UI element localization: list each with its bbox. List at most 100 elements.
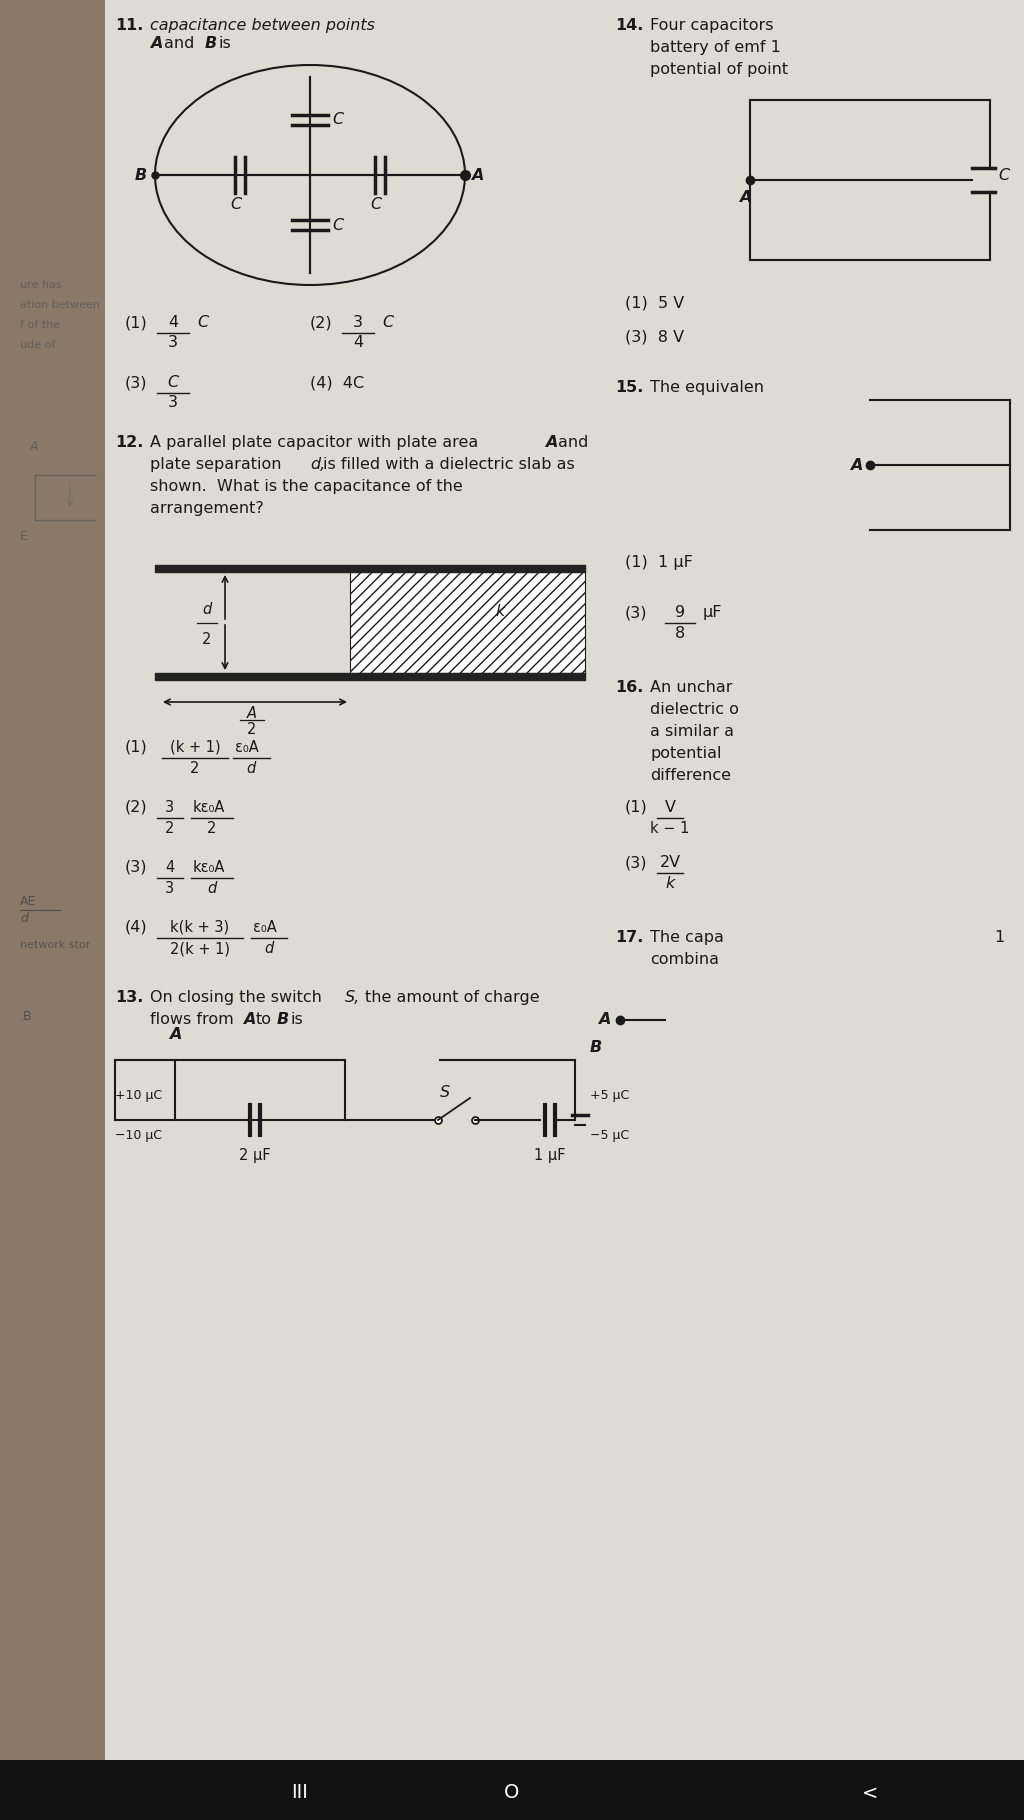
Text: is filled with a dielectric slab as: is filled with a dielectric slab as bbox=[323, 457, 574, 471]
Text: A parallel plate capacitor with plate area: A parallel plate capacitor with plate ar… bbox=[150, 435, 478, 450]
Text: 2: 2 bbox=[165, 821, 175, 835]
Text: C: C bbox=[998, 167, 1009, 182]
Text: 4: 4 bbox=[168, 315, 178, 329]
Text: An unchar: An unchar bbox=[650, 681, 732, 695]
Text: 3: 3 bbox=[168, 395, 178, 410]
Text: (3): (3) bbox=[125, 861, 147, 875]
Text: A: A bbox=[243, 1012, 255, 1026]
Text: Four capacitors: Four capacitors bbox=[650, 18, 773, 33]
Text: 3: 3 bbox=[166, 881, 174, 895]
Text: (1): (1) bbox=[625, 801, 648, 815]
Text: On closing the switch: On closing the switch bbox=[150, 990, 322, 1005]
Text: 3: 3 bbox=[166, 801, 174, 815]
Text: 2: 2 bbox=[203, 632, 212, 646]
Text: A: A bbox=[169, 1026, 181, 1043]
Text: f of the: f of the bbox=[20, 320, 60, 329]
Text: 15.: 15. bbox=[615, 380, 643, 395]
Text: μF: μF bbox=[703, 604, 723, 621]
Text: C: C bbox=[168, 375, 178, 389]
Text: 2V: 2V bbox=[659, 855, 681, 870]
Text: (2): (2) bbox=[310, 315, 333, 329]
Text: is: is bbox=[218, 36, 230, 51]
Text: kε₀A: kε₀A bbox=[193, 861, 225, 875]
Text: to: to bbox=[256, 1012, 272, 1026]
Text: A: A bbox=[30, 440, 39, 453]
Text: B: B bbox=[205, 36, 217, 51]
Bar bbox=[0, 0, 105, 1820]
Text: difference: difference bbox=[650, 768, 731, 783]
Text: k: k bbox=[496, 604, 505, 619]
Text: 2: 2 bbox=[207, 821, 217, 835]
Text: −5 μC: −5 μC bbox=[590, 1128, 629, 1141]
Text: 14.: 14. bbox=[615, 18, 643, 33]
Text: C: C bbox=[332, 218, 343, 233]
Text: .B: .B bbox=[20, 1010, 33, 1023]
Text: (1): (1) bbox=[125, 741, 147, 755]
Text: ude of: ude of bbox=[20, 340, 58, 349]
Text: A: A bbox=[545, 435, 557, 450]
Text: d: d bbox=[203, 602, 212, 617]
Text: A: A bbox=[471, 167, 483, 182]
Text: (4)  4C: (4) 4C bbox=[310, 375, 365, 389]
Text: plate separation: plate separation bbox=[150, 457, 282, 471]
Text: is: is bbox=[290, 1012, 303, 1026]
Text: O: O bbox=[504, 1784, 520, 1802]
Text: d: d bbox=[264, 941, 273, 956]
Text: shown.  What is the capacitance of the: shown. What is the capacitance of the bbox=[150, 479, 463, 493]
Text: III: III bbox=[292, 1784, 308, 1802]
Text: V: V bbox=[665, 801, 676, 815]
Text: 2: 2 bbox=[190, 761, 200, 775]
Text: A: A bbox=[150, 36, 163, 51]
Text: B: B bbox=[135, 167, 147, 182]
Text: ation between: ation between bbox=[20, 300, 100, 309]
Text: d,: d, bbox=[310, 457, 326, 471]
Text: −10 μC: −10 μC bbox=[115, 1128, 162, 1141]
Text: The capa: The capa bbox=[650, 930, 724, 945]
Text: d: d bbox=[208, 881, 217, 895]
Text: B: B bbox=[278, 1012, 289, 1026]
Text: (k + 1): (k + 1) bbox=[170, 741, 220, 755]
Text: (3): (3) bbox=[625, 855, 647, 870]
Text: 9: 9 bbox=[675, 604, 685, 621]
Text: flows from: flows from bbox=[150, 1012, 233, 1026]
Text: A: A bbox=[598, 1012, 610, 1028]
Text: (1): (1) bbox=[125, 315, 147, 329]
Text: and: and bbox=[558, 435, 589, 450]
Text: the amount of charge: the amount of charge bbox=[365, 990, 540, 1005]
Text: 12.: 12. bbox=[115, 435, 143, 450]
Text: k(k + 3): k(k + 3) bbox=[170, 919, 229, 935]
Text: 2: 2 bbox=[248, 723, 257, 737]
Text: k − 1: k − 1 bbox=[650, 821, 690, 835]
Text: potential of point: potential of point bbox=[650, 62, 788, 76]
Text: 3: 3 bbox=[353, 315, 362, 329]
Text: 3: 3 bbox=[168, 335, 178, 349]
Text: 4: 4 bbox=[353, 335, 364, 349]
Text: C: C bbox=[332, 113, 343, 127]
Text: 17.: 17. bbox=[615, 930, 643, 945]
Text: dielectric o: dielectric o bbox=[650, 703, 739, 717]
Text: battery of emf 1: battery of emf 1 bbox=[650, 40, 781, 55]
Text: A: A bbox=[850, 457, 862, 473]
Text: 1: 1 bbox=[994, 930, 1005, 945]
Text: S,: S, bbox=[345, 990, 360, 1005]
Text: AE: AE bbox=[20, 895, 37, 908]
Text: and: and bbox=[164, 36, 195, 51]
Text: potential: potential bbox=[650, 746, 722, 761]
Text: 1 μF: 1 μF bbox=[535, 1148, 565, 1163]
Text: A: A bbox=[247, 706, 257, 721]
Text: capacitance between points: capacitance between points bbox=[150, 18, 375, 33]
Text: C: C bbox=[230, 197, 242, 211]
Text: d: d bbox=[20, 912, 28, 925]
Text: (2): (2) bbox=[125, 801, 147, 815]
Text: 2 μF: 2 μF bbox=[240, 1148, 270, 1163]
Text: (3): (3) bbox=[125, 375, 147, 389]
Text: ε₀A: ε₀A bbox=[253, 919, 276, 935]
Text: +5 μC: +5 μC bbox=[590, 1088, 630, 1101]
Bar bbox=[0, 1760, 1024, 1820]
Text: 4: 4 bbox=[165, 861, 175, 875]
Text: 8: 8 bbox=[675, 626, 685, 641]
Text: k: k bbox=[666, 875, 675, 892]
Text: C: C bbox=[371, 197, 382, 211]
Text: (1)  5 V: (1) 5 V bbox=[625, 295, 684, 309]
Text: network stor: network stor bbox=[20, 939, 90, 950]
